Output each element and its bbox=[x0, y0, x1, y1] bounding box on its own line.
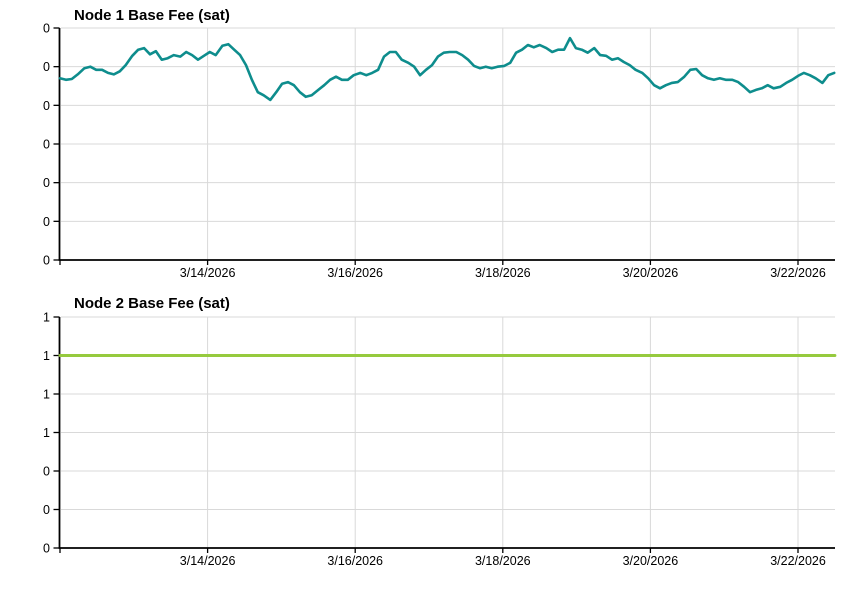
x-tick-label: 3/14/2026 bbox=[180, 554, 236, 568]
y-tick-label: 0 bbox=[43, 99, 50, 113]
chart-1: 0 0 0 0 0 0 0 3/14/2026 3/16/2026 3/18/2026 3/20/2… bbox=[43, 22, 836, 280]
y-tick-label: 0 bbox=[43, 22, 50, 36]
x-tick-label: 3/16/2026 bbox=[327, 554, 383, 568]
x-tick-label: 3/16/2026 bbox=[327, 266, 383, 280]
x-tick-label: 3/20/2026 bbox=[623, 266, 679, 280]
y-tick-label: 0 bbox=[43, 465, 50, 479]
y-tick-label: 1 bbox=[43, 426, 50, 440]
y-tick-label: 0 bbox=[43, 254, 50, 268]
x-tick-label: 3/20/2026 bbox=[623, 554, 679, 568]
y-tick-label: 1 bbox=[43, 349, 50, 363]
y-tick-label: 1 bbox=[43, 311, 50, 325]
series-line-1 bbox=[58, 36, 836, 102]
chart-title-node2: Node 2 Base Fee (sat) bbox=[74, 295, 230, 312]
x-tick-label: 3/18/2026 bbox=[475, 554, 531, 568]
chart-title-node1: Node 1 Base Fee (sat) bbox=[74, 7, 230, 24]
y-tick-label: 0 bbox=[43, 138, 50, 152]
y-tick-label: 1 bbox=[43, 388, 50, 402]
x-tick-label: 3/18/2026 bbox=[475, 266, 531, 280]
y-tick-label: 0 bbox=[43, 215, 50, 229]
y-tick-label: 0 bbox=[43, 176, 50, 190]
y-tick-label: 0 bbox=[43, 60, 50, 74]
y-tick-label: 0 bbox=[43, 542, 50, 556]
x-tick-label: 3/22/2026 bbox=[770, 266, 826, 280]
x-tick-label: 3/22/2026 bbox=[770, 554, 826, 568]
chart-2: 0 0 0 1 1 1 1 3/14/2026 3/16/2026 3/18/2026 3/20/2… bbox=[43, 311, 837, 568]
y-tick-label: 0 bbox=[43, 503, 50, 517]
x-tick-label: 3/14/2026 bbox=[180, 266, 236, 280]
